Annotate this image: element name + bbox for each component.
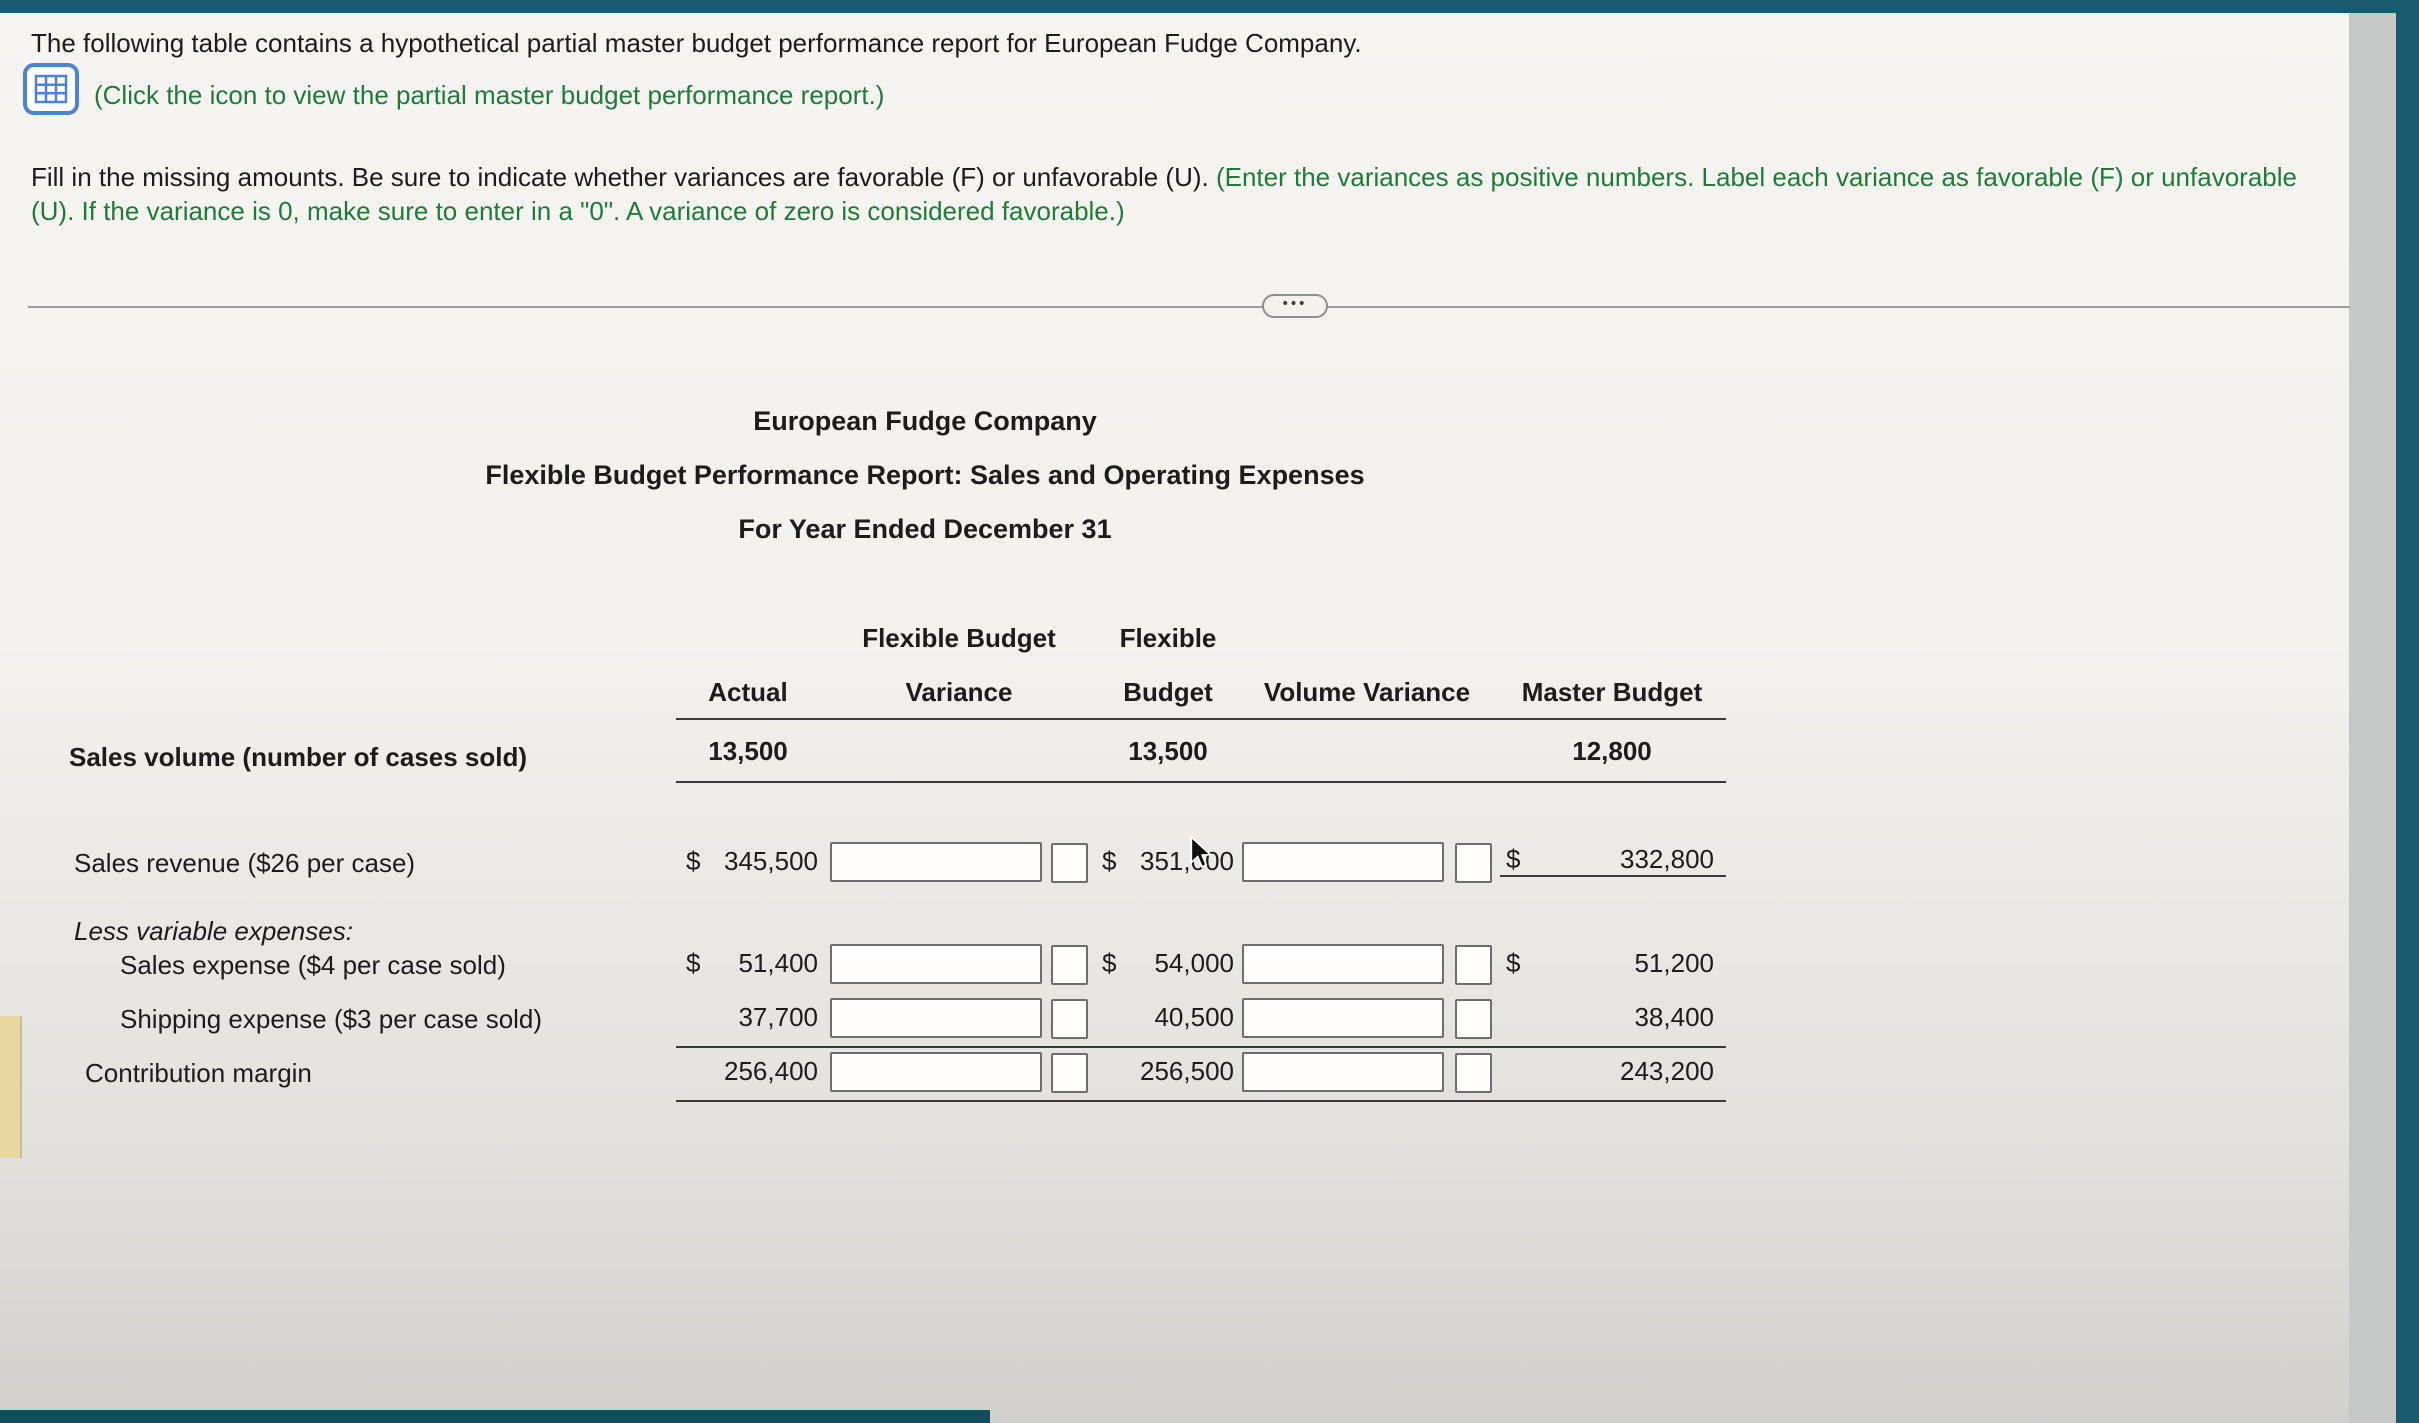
row-label-sales-volume: Sales volume (number of cases sold) — [69, 742, 528, 772]
col-header-actual: Actual — [708, 677, 788, 707]
shipping-expense-actual: 37,700 — [738, 1002, 818, 1032]
currency-symbol: $ — [1102, 846, 1117, 876]
instructions-green: (Enter the variances as positive numbers… — [31, 162, 2297, 226]
currency-symbol: $ — [686, 846, 701, 876]
sales-expense-master-budget: $ 51,200 — [1506, 948, 1714, 978]
contribution-margin-underline — [676, 1100, 1726, 1102]
row-label-shipping-expense: Shipping expense ($3 per case sold) — [120, 1004, 543, 1034]
currency-symbol: $ — [1102, 948, 1117, 978]
contribution-margin-master-budget: 243,200 — [1620, 1056, 1714, 1086]
contribution-margin-flexible-budget: 256,500 — [1140, 1056, 1234, 1086]
sales-expense-actual: $ 51,400 — [686, 948, 818, 978]
sales-expense-fb-variance-fu-input[interactable] — [1051, 945, 1088, 985]
contribution-margin-actual: 256,400 — [724, 1056, 818, 1086]
sales-revenue-fb-variance-fu-input[interactable] — [1051, 843, 1088, 883]
mouse-cursor — [1188, 835, 1218, 875]
shipping-expense-volume-variance-fu-input[interactable] — [1455, 999, 1492, 1039]
top-window-edge — [0, 0, 2419, 13]
shipping-expense-fb-variance-fu-input[interactable] — [1051, 999, 1088, 1039]
sales-revenue-master-budget: $ 332,800 — [1506, 844, 1714, 874]
sales-revenue-flexible-budget: $ 351,000 — [1102, 846, 1234, 876]
col-header-fb-variance-line1: Flexible Budget — [862, 623, 1056, 653]
sales-expense-volume-variance-fu-input[interactable] — [1455, 945, 1492, 985]
col-header-flexible-line2: Budget — [1123, 677, 1213, 707]
report-name-title: Flexible Budget Performance Report: Sale… — [485, 460, 1365, 490]
instructions-black: Fill in the missing amounts. Be sure to … — [31, 162, 1216, 192]
bottom-window-edge — [0, 1410, 990, 1423]
shipping-expense-flexible-budget: 40,500 — [1154, 1002, 1234, 1032]
sales-volume-flexible-budget: 13,500 — [1128, 736, 1208, 766]
sales-expense-volume-variance-input[interactable] — [1242, 944, 1444, 984]
collapse-ellipsis-button[interactable]: ••• — [1262, 294, 1328, 318]
right-gray-strip — [2349, 13, 2396, 1423]
contribution-margin-fb-variance-input[interactable] — [830, 1052, 1042, 1092]
col-header-flexible-line1: Flexible — [1119, 623, 1217, 653]
shipping-expense-underline — [676, 1046, 1726, 1048]
sales-revenue-volume-variance-fu-input[interactable] — [1455, 843, 1492, 883]
sales-expense-fb-variance-input[interactable] — [830, 944, 1042, 984]
row-label-sales-revenue: Sales revenue ($26 per case) — [74, 848, 416, 878]
shipping-expense-fb-variance-input[interactable] — [830, 998, 1042, 1038]
icon-caption: (Click the icon to view the partial mast… — [94, 80, 885, 110]
currency-symbol: $ — [686, 948, 701, 978]
sales-revenue-fb-variance-input[interactable] — [830, 842, 1042, 882]
col-header-volume-variance: Volume Variance — [1263, 677, 1471, 707]
row-label-contribution-margin: Contribution margin — [85, 1058, 312, 1088]
contribution-margin-volume-variance-input[interactable] — [1242, 1052, 1444, 1092]
sales-expense-flexible-budget: $ 54,000 — [1102, 948, 1234, 978]
shipping-expense-volume-variance-input[interactable] — [1242, 998, 1444, 1038]
report-period-title: For Year Ended December 31 — [738, 514, 1112, 544]
contribution-margin-volume-variance-fu-input[interactable] — [1455, 1053, 1492, 1093]
section-divider — [28, 306, 2350, 308]
currency-symbol: $ — [1506, 844, 1521, 874]
sales-volume-master-budget: 12,800 — [1572, 736, 1652, 766]
instructions: Fill in the missing amounts. Be sure to … — [31, 160, 2321, 228]
right-window-edge — [2396, 0, 2419, 1423]
col-header-fb-variance-line2: Variance — [905, 677, 1013, 707]
problem-statement: The following table contains a hypotheti… — [31, 28, 1362, 58]
row-label-sales-expense: Sales expense ($4 per case sold) — [120, 950, 506, 980]
data-table-icon[interactable] — [22, 62, 80, 116]
report-company-title: European Fudge Company — [753, 406, 1097, 436]
col-header-master-budget: Master Budget — [1521, 677, 1703, 707]
header-underline — [676, 718, 1726, 720]
shipping-expense-master-budget: 38,400 — [1634, 1002, 1714, 1032]
sales-revenue-volume-variance-input[interactable] — [1242, 842, 1444, 882]
sales-revenue-master-underline — [1500, 875, 1726, 877]
table-icon-glyph — [23, 63, 79, 115]
contribution-margin-fb-variance-fu-input[interactable] — [1051, 1053, 1088, 1093]
cursor-arrow-icon — [1190, 835, 1213, 868]
sales-volume-underline — [676, 781, 1726, 783]
sales-volume-actual: 13,500 — [708, 736, 788, 766]
currency-symbol: $ — [1506, 948, 1521, 978]
sticky-note-edge — [0, 1016, 22, 1158]
row-label-less-variable-expenses: Less variable expenses: — [74, 916, 353, 946]
sales-revenue-actual: $ 345,500 — [686, 846, 818, 876]
